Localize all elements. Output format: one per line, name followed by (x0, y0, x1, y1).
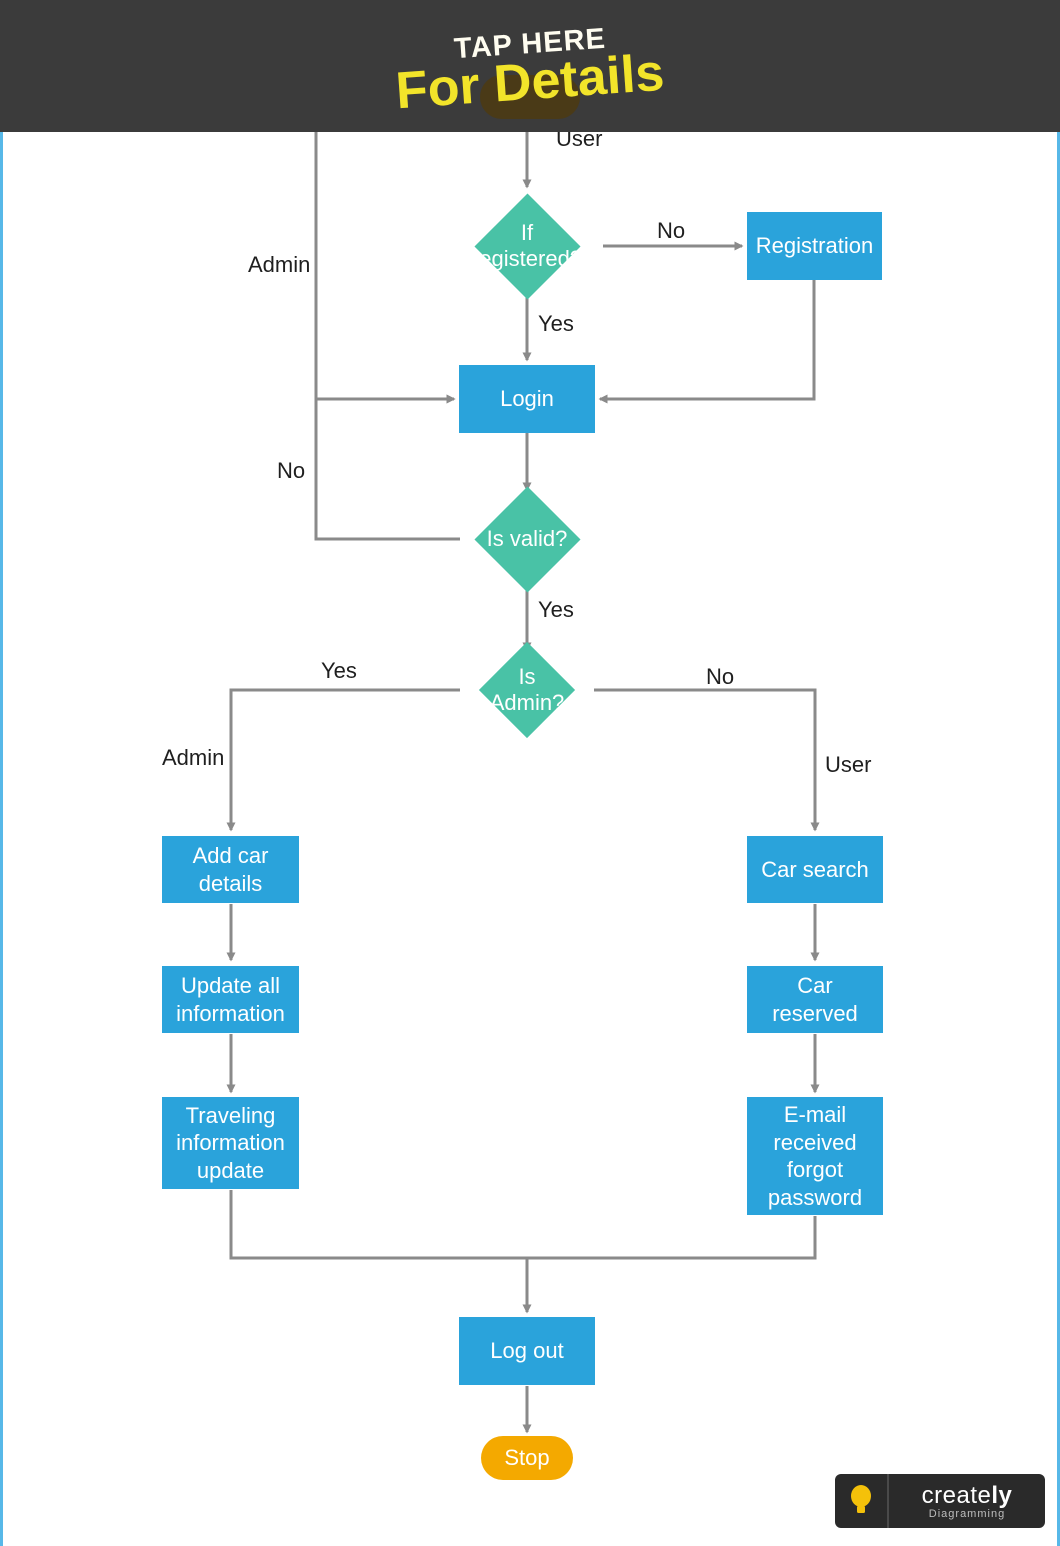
edge (600, 280, 814, 399)
diamond-label: If registered? (475, 209, 580, 284)
lightbulb-icon (835, 1474, 887, 1528)
branch-label: Admin (162, 745, 224, 771)
top-banner[interactable]: TAP HERE For Details (0, 0, 1060, 132)
process-node-login: Login (459, 365, 595, 433)
creately-watermark[interactable]: creately Diagramming (835, 1474, 1045, 1528)
process-node-email_pw: E-mail received forgot password (747, 1097, 883, 1215)
diamond-label: Is Admin? (479, 656, 574, 724)
edge (316, 399, 460, 539)
edge (527, 1216, 815, 1258)
edge-label: No (657, 218, 685, 244)
edge (231, 690, 460, 830)
process-node-car_reserved: Car reserved (747, 966, 883, 1033)
branch-label: User (825, 752, 871, 778)
terminator-node-stop: Stop (481, 1436, 573, 1480)
edge-label: Yes (538, 311, 574, 337)
watermark-sub: Diagramming (929, 1508, 1005, 1520)
watermark-brand: creately (922, 1482, 1013, 1510)
edge-label: Yes (321, 658, 357, 684)
decision-node-is_valid: Is valid? (490, 502, 565, 577)
decision-node-is_admin: Is Admin? (493, 656, 561, 724)
diamond-label: Is valid? (475, 502, 580, 577)
edge (231, 1190, 527, 1258)
process-node-logout: Log out (459, 1317, 595, 1385)
process-node-travel_update: Traveling information update (162, 1097, 299, 1189)
edge (594, 690, 815, 830)
process-node-update_info: Update all information (162, 966, 299, 1033)
edge-label: Admin (248, 252, 310, 278)
decision-node-if_registered: If registered? (490, 209, 565, 284)
process-node-add_car: Add car details (162, 836, 299, 903)
edge-label: Yes (538, 597, 574, 623)
process-node-car_search: Car search (747, 836, 883, 903)
process-node-registration: Registration (747, 212, 882, 280)
edge-label: No (706, 664, 734, 690)
watermark-text: creately Diagramming (887, 1474, 1045, 1528)
edge-label: No (277, 458, 305, 484)
